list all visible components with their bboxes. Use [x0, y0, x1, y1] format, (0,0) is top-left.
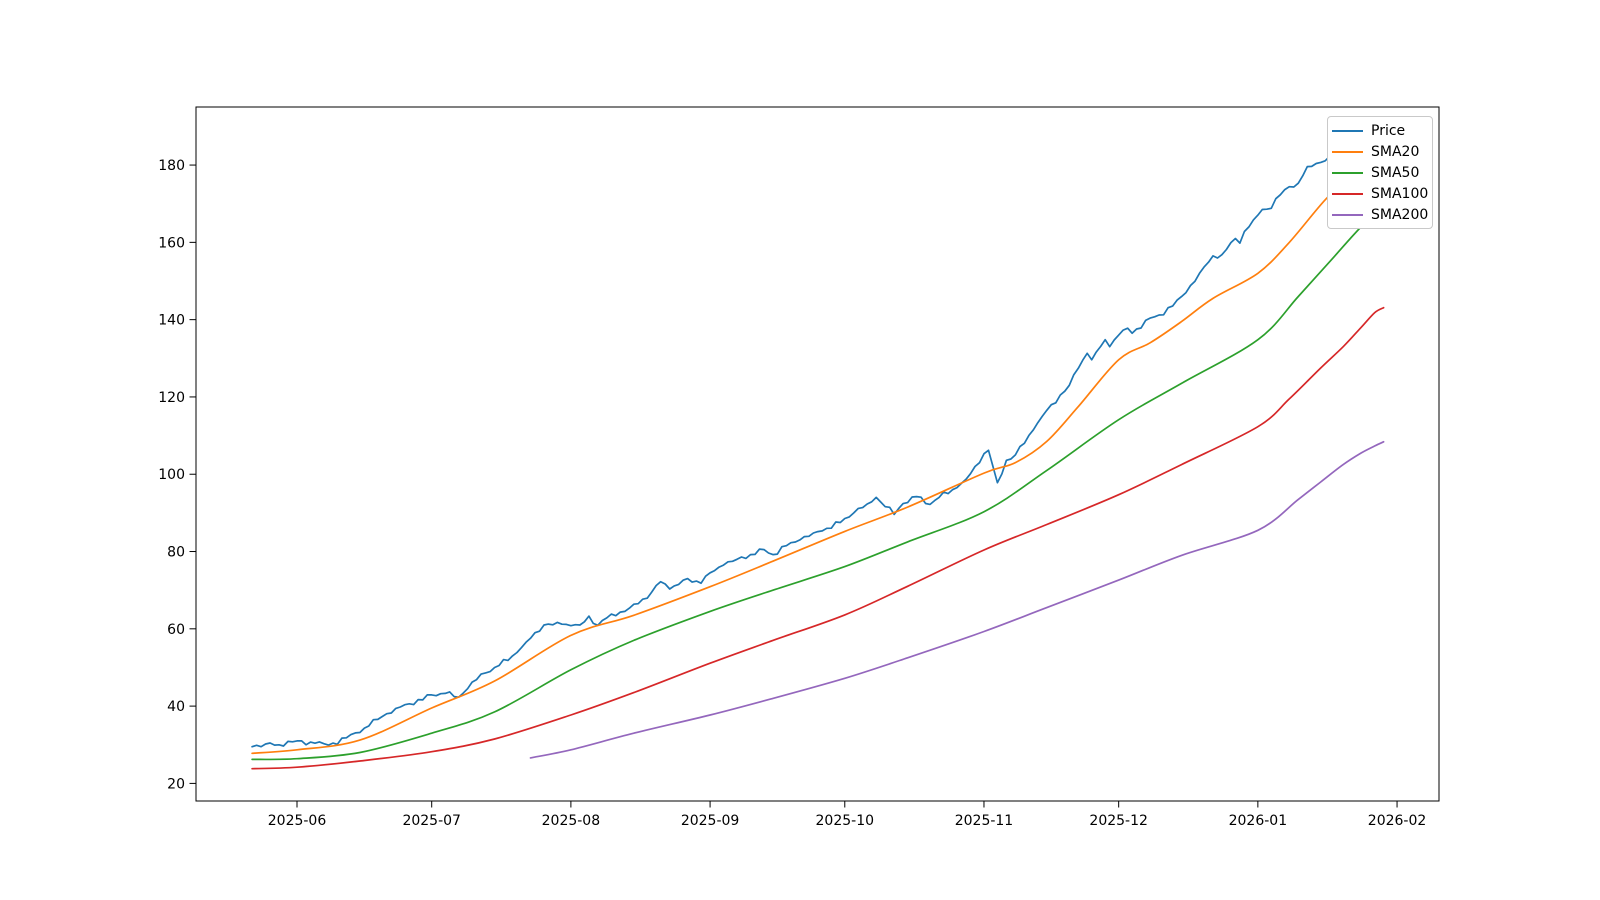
legend-line-swatch: [1332, 129, 1363, 132]
plot-series: [251, 139, 1385, 770]
series-sma20: [251, 156, 1385, 755]
legend-label: SMA100: [1371, 185, 1429, 202]
legend-line-swatch: [1332, 192, 1363, 195]
y-tick-label: 100: [158, 467, 185, 483]
y-tick-label: 20: [167, 776, 185, 792]
y-tick-label: 40: [167, 699, 185, 715]
legend-item-sma100: SMA100: [1332, 184, 1429, 204]
x-tick-label: 2025-10: [816, 813, 875, 829]
y-tick-label: 140: [158, 313, 185, 329]
x-tick-label: 2026-01: [1229, 813, 1288, 829]
y-tick-label: 80: [167, 545, 185, 561]
legend-label: SMA20: [1371, 143, 1420, 160]
legend-item-price: Price: [1332, 121, 1426, 141]
series-sma100: [251, 306, 1385, 770]
series-price: [251, 139, 1385, 748]
legend-line-swatch: [1332, 171, 1363, 174]
y-tick-label: 120: [158, 390, 185, 406]
legend-item-sma50: SMA50: [1332, 163, 1426, 183]
series-sma50: [251, 206, 1385, 761]
plot-border: [195, 106, 1440, 802]
legend-line-swatch: [1332, 213, 1363, 216]
legend-label: SMA50: [1371, 164, 1420, 181]
y-tick-label: 160: [158, 235, 185, 251]
x-tick-label: 2025-06: [268, 813, 327, 829]
x-tick-label: 2026-02: [1368, 813, 1427, 829]
x-tick-label: 2025-12: [1089, 813, 1148, 829]
legend-item-sma20: SMA20: [1332, 142, 1426, 162]
legend-line-swatch: [1332, 150, 1363, 153]
x-axis: 2025-06 2025-07 2025-08 2025-09 2025-10 2025-…: [268, 801, 1427, 829]
legend-label: Price: [1371, 122, 1406, 139]
x-tick-label: 2025-08: [542, 813, 601, 829]
x-tick-label: 2025-07: [402, 813, 461, 829]
legend: Price SMA20 SMA50 SMA100 SMA200: [1327, 116, 1433, 229]
y-axis: 20 40 60 80 100 120 140 160 180: [158, 158, 196, 792]
y-tick-label: 60: [167, 622, 185, 638]
y-tick-label: 180: [158, 158, 185, 174]
x-tick-label: 2025-09: [681, 813, 740, 829]
x-tick-label: 2025-11: [955, 813, 1014, 829]
legend-label: SMA200: [1371, 206, 1429, 223]
series-sma200: [529, 440, 1385, 759]
legend-item-sma200: SMA200: [1332, 205, 1429, 225]
